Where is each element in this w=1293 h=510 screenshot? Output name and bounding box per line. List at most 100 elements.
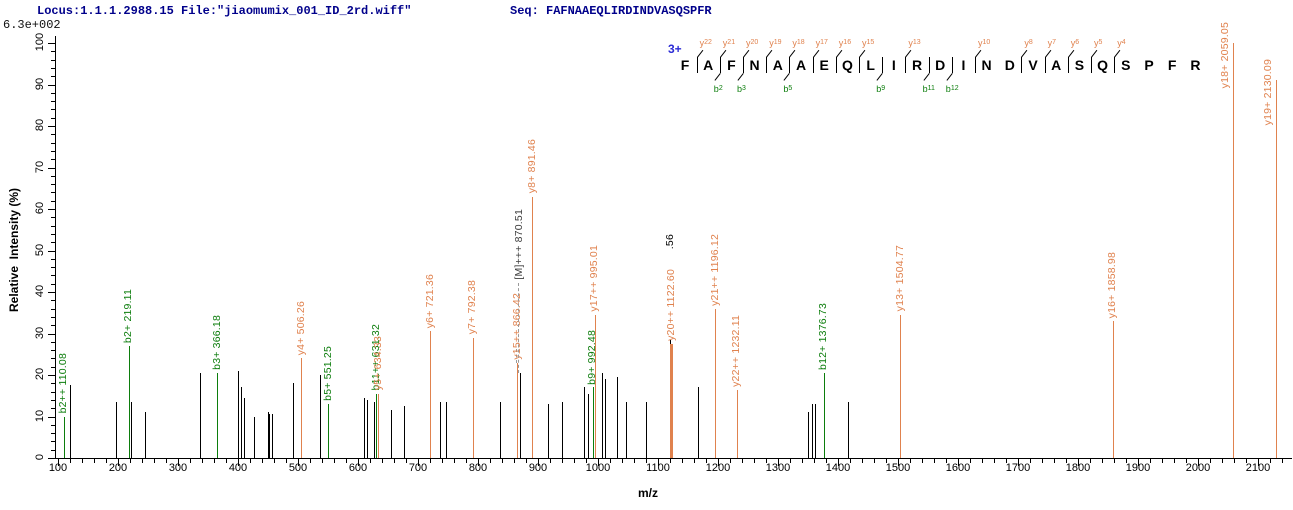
x-tick: [178, 459, 179, 466]
peak-stem: [811, 404, 813, 458]
y-ion-marker: y17: [815, 38, 828, 48]
x-tick: [550, 459, 551, 463]
x-tick: [466, 459, 467, 463]
precursor-charge-label: 3+: [668, 42, 682, 56]
x-tick: [598, 459, 599, 466]
y-axis-title: Relative Intensity (%): [7, 187, 21, 313]
x-tick: [934, 459, 935, 463]
peak-stem: [391, 410, 393, 458]
x-tick: [490, 459, 491, 463]
x-tick: [994, 459, 995, 463]
x-tick-label: 800: [468, 462, 488, 474]
y-tick: [51, 300, 55, 302]
ladder-residue: L: [866, 57, 875, 73]
ladder-cleavage-bar: [719, 57, 721, 73]
x-tick: [1258, 459, 1259, 466]
x-tick-label: 300: [168, 462, 188, 474]
ladder-residue: D: [935, 57, 946, 73]
x-tick: [850, 459, 851, 463]
y-axis: [55, 36, 56, 459]
y-tick: [51, 350, 55, 352]
peak-stem: [1275, 80, 1277, 458]
peak-label: .56: [663, 233, 676, 249]
x-tick: [682, 459, 683, 463]
y-tick: [48, 167, 55, 169]
y-tick: [51, 142, 55, 144]
peak-label: y19+ 2130.09: [1262, 59, 1275, 126]
y-tick: [48, 458, 55, 459]
x-tick-label: 1400: [825, 462, 851, 474]
x-tick-label: 400: [228, 462, 248, 474]
y-tick: [48, 292, 55, 293]
x-tick: [1270, 459, 1271, 463]
peak-label: [M]+++ 870.51: [513, 209, 526, 280]
ladder-residue: V: [1028, 57, 1038, 73]
ladder-cleavage-bar: [789, 57, 791, 73]
y-tick-label: 80: [34, 118, 46, 132]
peak-label-leader: [518, 282, 520, 373]
y-ion-marker: y15: [862, 38, 875, 48]
peak-stem: [500, 401, 502, 458]
peak-stem: [1232, 43, 1234, 458]
y-tick: [51, 408, 55, 410]
x-tick: [1090, 459, 1091, 463]
y-tick-label: 20: [34, 367, 46, 381]
x-tick: [562, 459, 563, 463]
peak-label: y13+ 1504.77: [893, 245, 906, 312]
x-tick: [718, 459, 719, 466]
peak-stem: [715, 308, 717, 458]
x-tick: [166, 459, 167, 463]
x-tick: [1066, 459, 1067, 463]
x-tick-label: 1500: [885, 462, 911, 474]
y-tick: [48, 126, 55, 127]
ladder-cleavage-bar: [766, 57, 768, 73]
x-tick: [706, 459, 707, 463]
y-ion-marker: y19: [769, 38, 782, 48]
y-tick-label: 60: [34, 201, 46, 215]
ladder-cleavage-bar: [1114, 57, 1116, 73]
y-tick: [51, 358, 55, 360]
ladder-cleavage-bar: [1021, 57, 1023, 73]
ladder-residue: A: [1051, 57, 1062, 73]
y-tick: [51, 59, 55, 61]
y-tick: [51, 258, 55, 260]
y-tick: [51, 275, 55, 277]
peak-stem: [269, 414, 271, 458]
peak-stem: [254, 416, 256, 458]
locus-file-header: Locus:1.1.1.2988.15 File:"jiaomumix_001_…: [37, 4, 412, 18]
peak-stem: [602, 372, 604, 458]
x-tick: [382, 459, 383, 463]
x-axis-title: m/z: [637, 486, 658, 500]
b-ion-marker: b9: [876, 84, 886, 94]
x-tick: [946, 459, 947, 463]
x-tick-label: 500: [288, 462, 308, 474]
x-tick: [286, 459, 287, 463]
x-tick: [862, 459, 863, 463]
y-tick: [51, 399, 55, 401]
ladder-residue: R: [1190, 57, 1201, 73]
peak-stem: [807, 412, 809, 458]
x-tick: [1042, 459, 1043, 463]
x-tick: [298, 459, 299, 466]
ladder-cleavage-bar: [951, 57, 953, 73]
b-ion-marker: b3: [737, 84, 746, 94]
x-tick: [1126, 459, 1127, 463]
ladder-residue: Q: [1097, 57, 1109, 73]
x-tick: [814, 459, 815, 463]
y-tick: [51, 366, 55, 368]
peak-stem: [237, 370, 239, 458]
y-tick: [48, 375, 55, 376]
x-tick: [154, 459, 155, 463]
y-tick: [51, 233, 55, 235]
y-tick: [51, 449, 55, 451]
peak-label: y15++ 866.42: [510, 292, 523, 360]
y-tick: [51, 159, 55, 161]
x-tick: [250, 459, 251, 463]
y-tick: [51, 341, 55, 343]
x-tick: [478, 459, 479, 466]
x-tick: [982, 459, 983, 463]
ladder-residue: I: [891, 57, 896, 73]
x-tick: [346, 459, 347, 463]
peak-stem: [645, 401, 647, 458]
